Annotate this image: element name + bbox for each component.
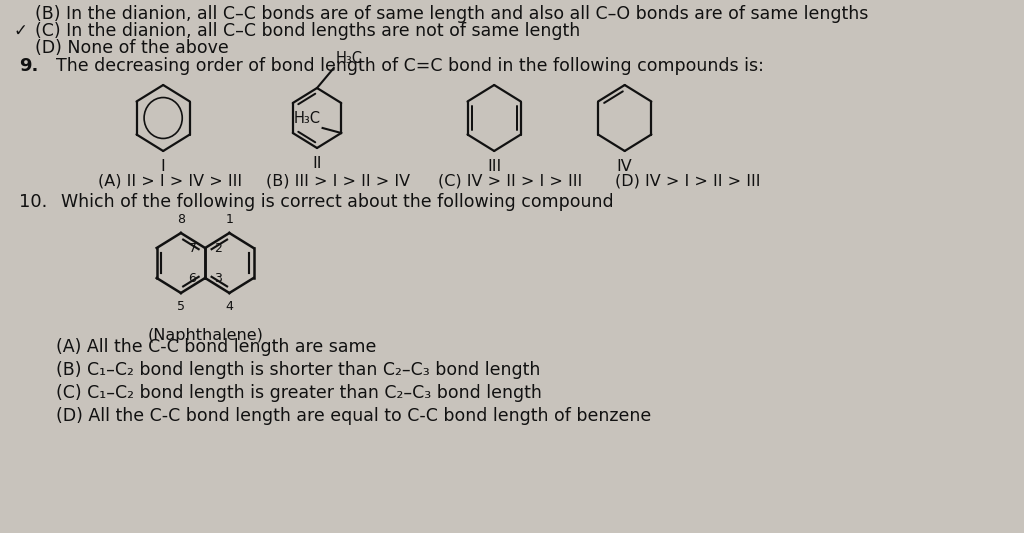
Text: (B) In the dianion, all C–C bonds are of same length and also all C–O bonds are : (B) In the dianion, all C–C bonds are of… bbox=[36, 5, 868, 23]
Text: (D) All the C-C bond length are equal to C-C bond length of benzene: (D) All the C-C bond length are equal to… bbox=[56, 407, 651, 425]
Text: ✓: ✓ bbox=[13, 22, 27, 40]
Text: Which of the following is correct about the following compound: Which of the following is correct about … bbox=[60, 193, 613, 211]
Text: 1: 1 bbox=[225, 213, 233, 226]
Text: I: I bbox=[161, 159, 166, 174]
Text: The decreasing order of bond length of C=C bond in the following compounds is:: The decreasing order of bond length of C… bbox=[56, 57, 764, 75]
Text: 2: 2 bbox=[214, 241, 221, 254]
Text: (C) C₁–C₂ bond length is greater than C₂–C₃ bond length: (C) C₁–C₂ bond length is greater than C₂… bbox=[56, 384, 542, 402]
Text: 8: 8 bbox=[177, 213, 185, 226]
Text: (B) C₁–C₂ bond length is shorter than C₂–C₃ bond length: (B) C₁–C₂ bond length is shorter than C₂… bbox=[56, 361, 541, 379]
Text: 5: 5 bbox=[177, 300, 185, 313]
Text: III: III bbox=[487, 159, 502, 174]
Text: 3: 3 bbox=[214, 271, 221, 285]
Text: (D) IV > I > II > III: (D) IV > I > II > III bbox=[615, 173, 761, 188]
Text: H₃C: H₃C bbox=[294, 111, 321, 126]
Text: 10.: 10. bbox=[18, 193, 47, 211]
Text: (C) IV > II > I > III: (C) IV > II > I > III bbox=[438, 173, 583, 188]
Text: (D) None of the above: (D) None of the above bbox=[36, 39, 229, 57]
Text: (B) III > I > II > IV: (B) III > I > II > IV bbox=[266, 173, 410, 188]
Text: II: II bbox=[312, 156, 322, 171]
Text: (A) II > I > IV > III: (A) II > I > IV > III bbox=[98, 173, 242, 188]
Text: H₃C: H₃C bbox=[336, 51, 362, 66]
Text: (C) In the dianion, all C–C bond lengths are not of same length: (C) In the dianion, all C–C bond lengths… bbox=[36, 22, 581, 40]
Text: (A) All the C-C bond length are same: (A) All the C-C bond length are same bbox=[56, 338, 376, 356]
Text: 4: 4 bbox=[225, 300, 233, 313]
Text: 6: 6 bbox=[188, 271, 197, 285]
Text: 9.: 9. bbox=[18, 57, 38, 75]
Text: 7: 7 bbox=[188, 241, 197, 254]
Text: IV: IV bbox=[616, 159, 633, 174]
Text: (Naphthalene): (Naphthalene) bbox=[147, 328, 263, 343]
